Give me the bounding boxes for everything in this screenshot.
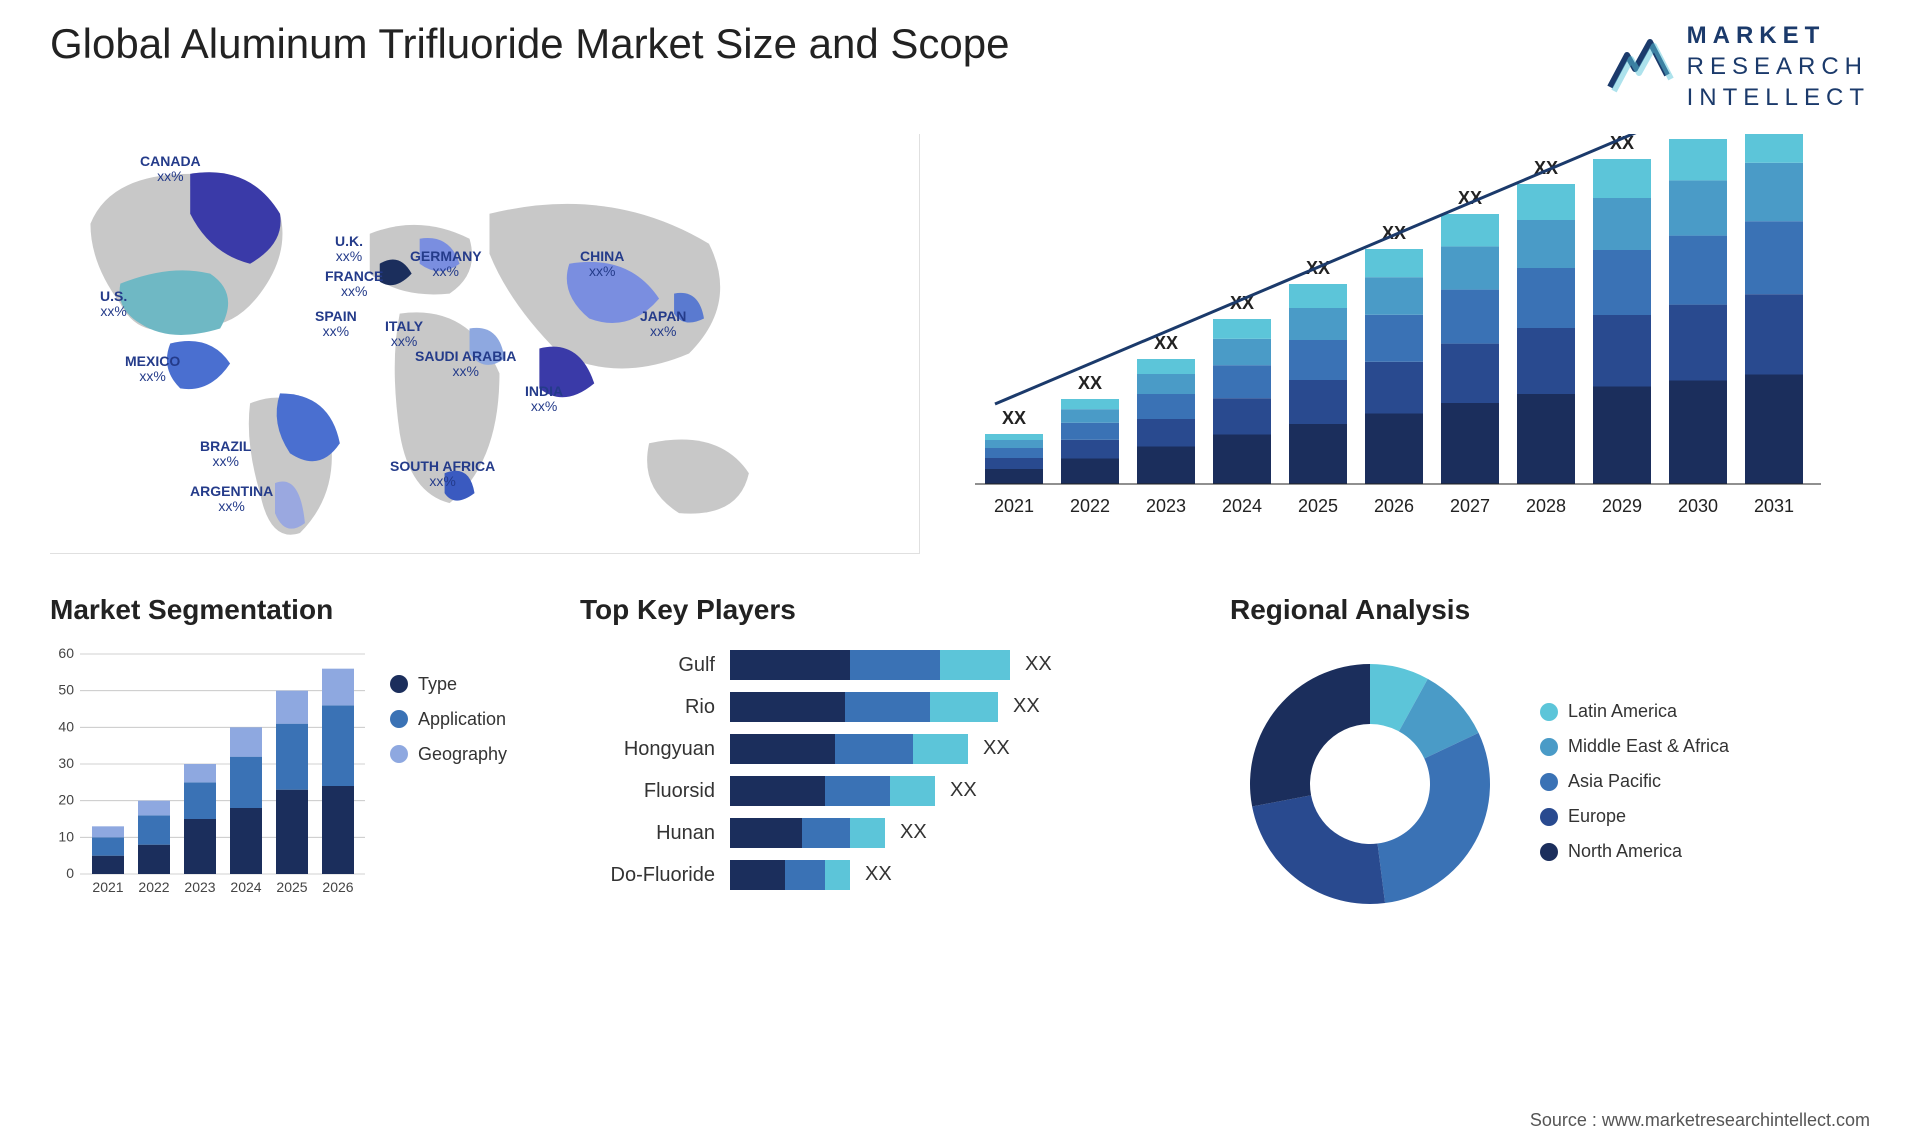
- player-label-dofluoride: Do-Fluoride: [580, 854, 715, 896]
- svg-text:2024: 2024: [230, 879, 261, 895]
- country-label-japan: JAPANxx%: [640, 309, 686, 340]
- svg-text:2021: 2021: [92, 879, 123, 895]
- header: Global Aluminum Trifluoride Market Size …: [50, 20, 1870, 114]
- svg-text:2023: 2023: [1146, 496, 1186, 516]
- country-label-france: FRANCExx%: [325, 269, 383, 300]
- seg-legend-geography: Geography: [390, 744, 507, 765]
- svg-text:20: 20: [58, 791, 74, 807]
- players-chart: GulfRioHongyuanFluorsidHunanDo-Fluoride …: [580, 644, 1200, 896]
- player-value: XX: [1025, 653, 1052, 676]
- region-legend-latin-america: Latin America: [1540, 701, 1729, 722]
- country-label-uk: U.K.xx%: [335, 234, 363, 265]
- segmentation-title: Market Segmentation: [50, 594, 550, 626]
- country-label-canada: CANADAxx%: [140, 154, 201, 185]
- country-label-us: U.S.xx%: [100, 289, 127, 320]
- player-row: XX: [730, 854, 1200, 896]
- brand-logo: MARKET RESEARCH INTELLECT: [1605, 20, 1870, 114]
- svg-text:2021: 2021: [994, 496, 1034, 516]
- segmentation-legend: Type Application Geography: [370, 644, 507, 904]
- svg-text:XX: XX: [1002, 408, 1026, 428]
- svg-text:2031: 2031: [1754, 496, 1794, 516]
- player-value: XX: [983, 737, 1010, 760]
- country-label-mexico: MEXICOxx%: [125, 354, 180, 385]
- segmentation-chart: 0 10 20 30 40 50 60 2021 2022 2023 2024 2025 2026: [50, 644, 370, 904]
- svg-text:2025: 2025: [1298, 496, 1338, 516]
- regional-panel: Regional Analysis Latin America Middle Ea…: [1230, 594, 1870, 924]
- world-map-panel: CANADAxx% U.S.xx% MEXICOxx% BRAZILxx% ARGENT…: [50, 134, 920, 554]
- source-text: Source : www.marketresearchintellect.com: [1530, 1110, 1870, 1131]
- svg-text:2026: 2026: [1374, 496, 1414, 516]
- forecast-chart: XX2021XX2022XX2023XX2024XX2025XX2026XX20…: [960, 134, 1870, 554]
- region-legend-north-america: North America: [1540, 841, 1729, 862]
- page-title: Global Aluminum Trifluoride Market Size …: [50, 20, 1009, 68]
- region-legend-middle-east---africa: Middle East & Africa: [1540, 736, 1729, 757]
- logo-line2: RESEARCH: [1687, 51, 1870, 82]
- logo-line1: MARKET: [1687, 20, 1870, 51]
- svg-text:2022: 2022: [1070, 496, 1110, 516]
- country-label-germany: GERMANYxx%: [410, 249, 482, 280]
- player-row: XX: [730, 644, 1200, 686]
- svg-text:2029: 2029: [1602, 496, 1642, 516]
- logo-line3: INTELLECT: [1687, 82, 1870, 113]
- bottom-row: Market Segmentation 0 10 20 30 40 50 60 2021 20…: [50, 594, 1870, 924]
- player-label-rio: Rio: [580, 686, 715, 728]
- country-label-argentina: ARGENTINAxx%: [190, 484, 273, 515]
- player-row: XX: [730, 686, 1200, 728]
- seg-legend-application: Application: [390, 709, 507, 730]
- country-label-china: CHINAxx%: [580, 249, 624, 280]
- player-label-fluorsid: Fluorsid: [580, 770, 715, 812]
- seg-legend-type: Type: [390, 674, 507, 695]
- world-map: [50, 134, 919, 553]
- svg-text:0: 0: [66, 865, 74, 881]
- player-row: XX: [730, 812, 1200, 854]
- regional-legend: Latin America Middle East & Africa Asia Pa…: [1510, 691, 1729, 876]
- forecast-chart-panel: XX2021XX2022XX2023XX2024XX2025XX2026XX20…: [960, 134, 1870, 554]
- svg-text:2030: 2030: [1678, 496, 1718, 516]
- country-label-spain: SPAINxx%: [315, 309, 357, 340]
- player-value: XX: [900, 821, 927, 844]
- svg-text:2024: 2024: [1222, 496, 1262, 516]
- svg-text:2028: 2028: [1526, 496, 1566, 516]
- logo-text: MARKET RESEARCH INTELLECT: [1687, 20, 1870, 114]
- svg-text:2022: 2022: [138, 879, 169, 895]
- player-value: XX: [1013, 695, 1040, 718]
- svg-text:40: 40: [58, 718, 74, 734]
- player-label-hongyuan: Hongyuan: [580, 728, 715, 770]
- segmentation-panel: Market Segmentation 0 10 20 30 40 50 60 2021 20…: [50, 594, 550, 924]
- svg-text:60: 60: [58, 645, 74, 661]
- players-panel: Top Key Players GulfRioHongyuanFluorsidH…: [580, 594, 1200, 924]
- region-legend-asia-pacific: Asia Pacific: [1540, 771, 1729, 792]
- player-label-gulf: Gulf: [580, 644, 715, 686]
- country-label-southafrica: SOUTH AFRICAxx%: [390, 459, 495, 490]
- svg-text:30: 30: [58, 755, 74, 771]
- player-row: XX: [730, 770, 1200, 812]
- regional-title: Regional Analysis: [1230, 594, 1870, 626]
- players-title: Top Key Players: [580, 594, 1200, 626]
- country-label-brazil: BRAZILxx%: [200, 439, 251, 470]
- regional-donut: [1230, 644, 1510, 924]
- svg-text:XX: XX: [1078, 373, 1102, 393]
- player-value: XX: [950, 779, 977, 802]
- svg-text:2025: 2025: [276, 879, 307, 895]
- logo-icon: [1605, 37, 1675, 97]
- svg-text:10: 10: [58, 828, 74, 844]
- svg-text:2023: 2023: [184, 879, 215, 895]
- player-label-hunan: Hunan: [580, 812, 715, 854]
- player-row: XX: [730, 728, 1200, 770]
- country-label-italy: ITALYxx%: [385, 319, 423, 350]
- svg-text:2027: 2027: [1450, 496, 1490, 516]
- country-label-india: INDIAxx%: [525, 384, 563, 415]
- region-legend-europe: Europe: [1540, 806, 1729, 827]
- svg-text:50: 50: [58, 681, 74, 697]
- country-label-saudiarabia: SAUDI ARABIAxx%: [415, 349, 516, 380]
- player-value: XX: [865, 863, 892, 886]
- top-row: CANADAxx% U.S.xx% MEXICOxx% BRAZILxx% ARGENT…: [50, 134, 1870, 554]
- svg-text:2026: 2026: [322, 879, 353, 895]
